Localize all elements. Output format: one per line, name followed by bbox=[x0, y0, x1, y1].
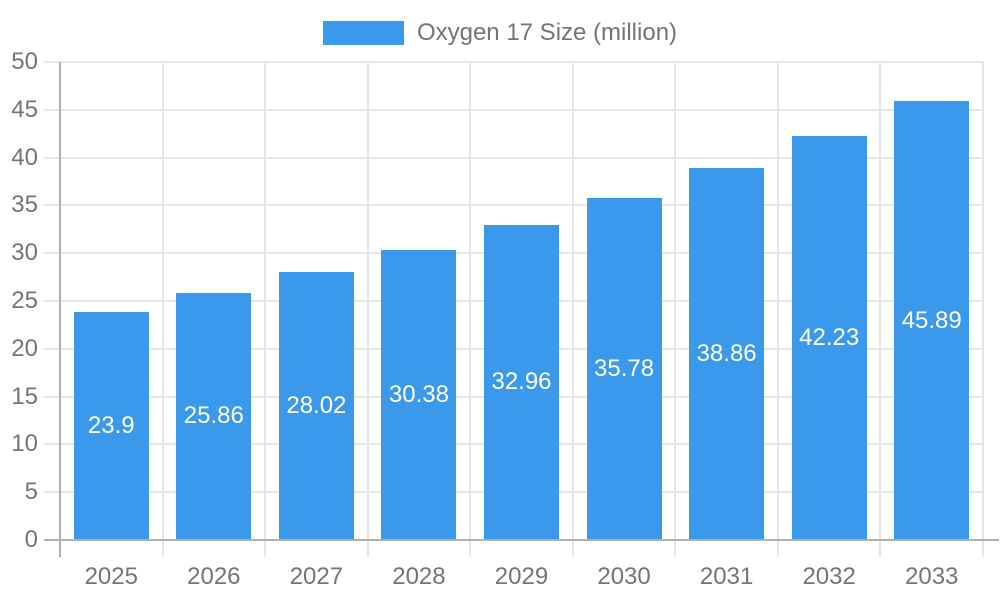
y-tick-label: 20 bbox=[11, 334, 38, 362]
y-tick-label: 0 bbox=[24, 526, 38, 553]
bar-value-label: 35.78 bbox=[594, 354, 655, 382]
grid-line-vertical bbox=[161, 62, 164, 557]
bar[interactable] bbox=[278, 272, 354, 540]
bar[interactable] bbox=[176, 292, 252, 540]
x-tick-label: 2031 bbox=[699, 563, 754, 590]
bar[interactable] bbox=[484, 224, 559, 540]
y-tick-label: 15 bbox=[11, 382, 38, 410]
bar-value-label: 28.02 bbox=[286, 392, 347, 420]
legend-label: Oxygen 17 Size (million) bbox=[416, 19, 678, 46]
bar[interactable] bbox=[586, 197, 662, 540]
x-tick-label: 2033 bbox=[905, 563, 959, 590]
y-tick-label: 5 bbox=[24, 478, 38, 506]
x-tick-label: 2030 bbox=[597, 563, 651, 590]
y-tick-label: 40 bbox=[11, 143, 38, 171]
grid-line-horizontal bbox=[44, 156, 983, 159]
grid-line-vertical bbox=[674, 62, 677, 557]
x-tick-label: 2032 bbox=[802, 563, 856, 590]
y-tick-label: 35 bbox=[11, 191, 38, 219]
grid-line-vertical bbox=[366, 62, 369, 557]
grid-line-horizontal bbox=[44, 204, 983, 207]
bar-value-label: 42.23 bbox=[799, 324, 860, 352]
x-axis-line bbox=[44, 539, 999, 541]
bar[interactable] bbox=[791, 136, 867, 540]
y-axis-line bbox=[59, 62, 61, 557]
y-tick-label: 10 bbox=[11, 430, 38, 458]
y-tick-label: 50 bbox=[11, 48, 38, 75]
legend-swatch bbox=[322, 21, 404, 45]
x-tick-label: 2025 bbox=[84, 563, 138, 590]
grid-line-vertical bbox=[264, 62, 267, 557]
bar-value-label: 45.89 bbox=[901, 306, 962, 334]
bar[interactable] bbox=[894, 101, 970, 540]
x-tick-label: 2027 bbox=[289, 563, 344, 590]
grid-line-vertical bbox=[879, 62, 882, 557]
y-tick-label: 25 bbox=[11, 287, 38, 314]
x-tick-label: 2028 bbox=[392, 563, 446, 590]
grid-line-vertical bbox=[469, 62, 472, 557]
grid-line-vertical bbox=[571, 62, 574, 557]
bar[interactable] bbox=[73, 311, 149, 540]
grid-line-vertical bbox=[776, 62, 779, 557]
grid-line-horizontal bbox=[44, 61, 983, 63]
x-tick-label: 2026 bbox=[187, 563, 241, 590]
bar-value-label: 23.9 bbox=[87, 411, 135, 439]
grid-line-horizontal bbox=[44, 108, 983, 111]
bar-value-label: 30.38 bbox=[388, 380, 449, 408]
y-tick-label: 45 bbox=[11, 95, 38, 123]
y-tick-label: 30 bbox=[11, 239, 38, 267]
bar-value-label: 32.96 bbox=[491, 368, 552, 396]
bar[interactable] bbox=[689, 168, 765, 540]
x-tick-label: 2029 bbox=[494, 563, 549, 590]
bar[interactable] bbox=[381, 249, 457, 540]
bar-value-label: 25.86 bbox=[183, 402, 244, 430]
bar-value-label: 38.86 bbox=[696, 340, 757, 368]
grid-line-vertical bbox=[982, 62, 984, 557]
legend[interactable]: Oxygen 17 Size (million) bbox=[0, 21, 1000, 45]
